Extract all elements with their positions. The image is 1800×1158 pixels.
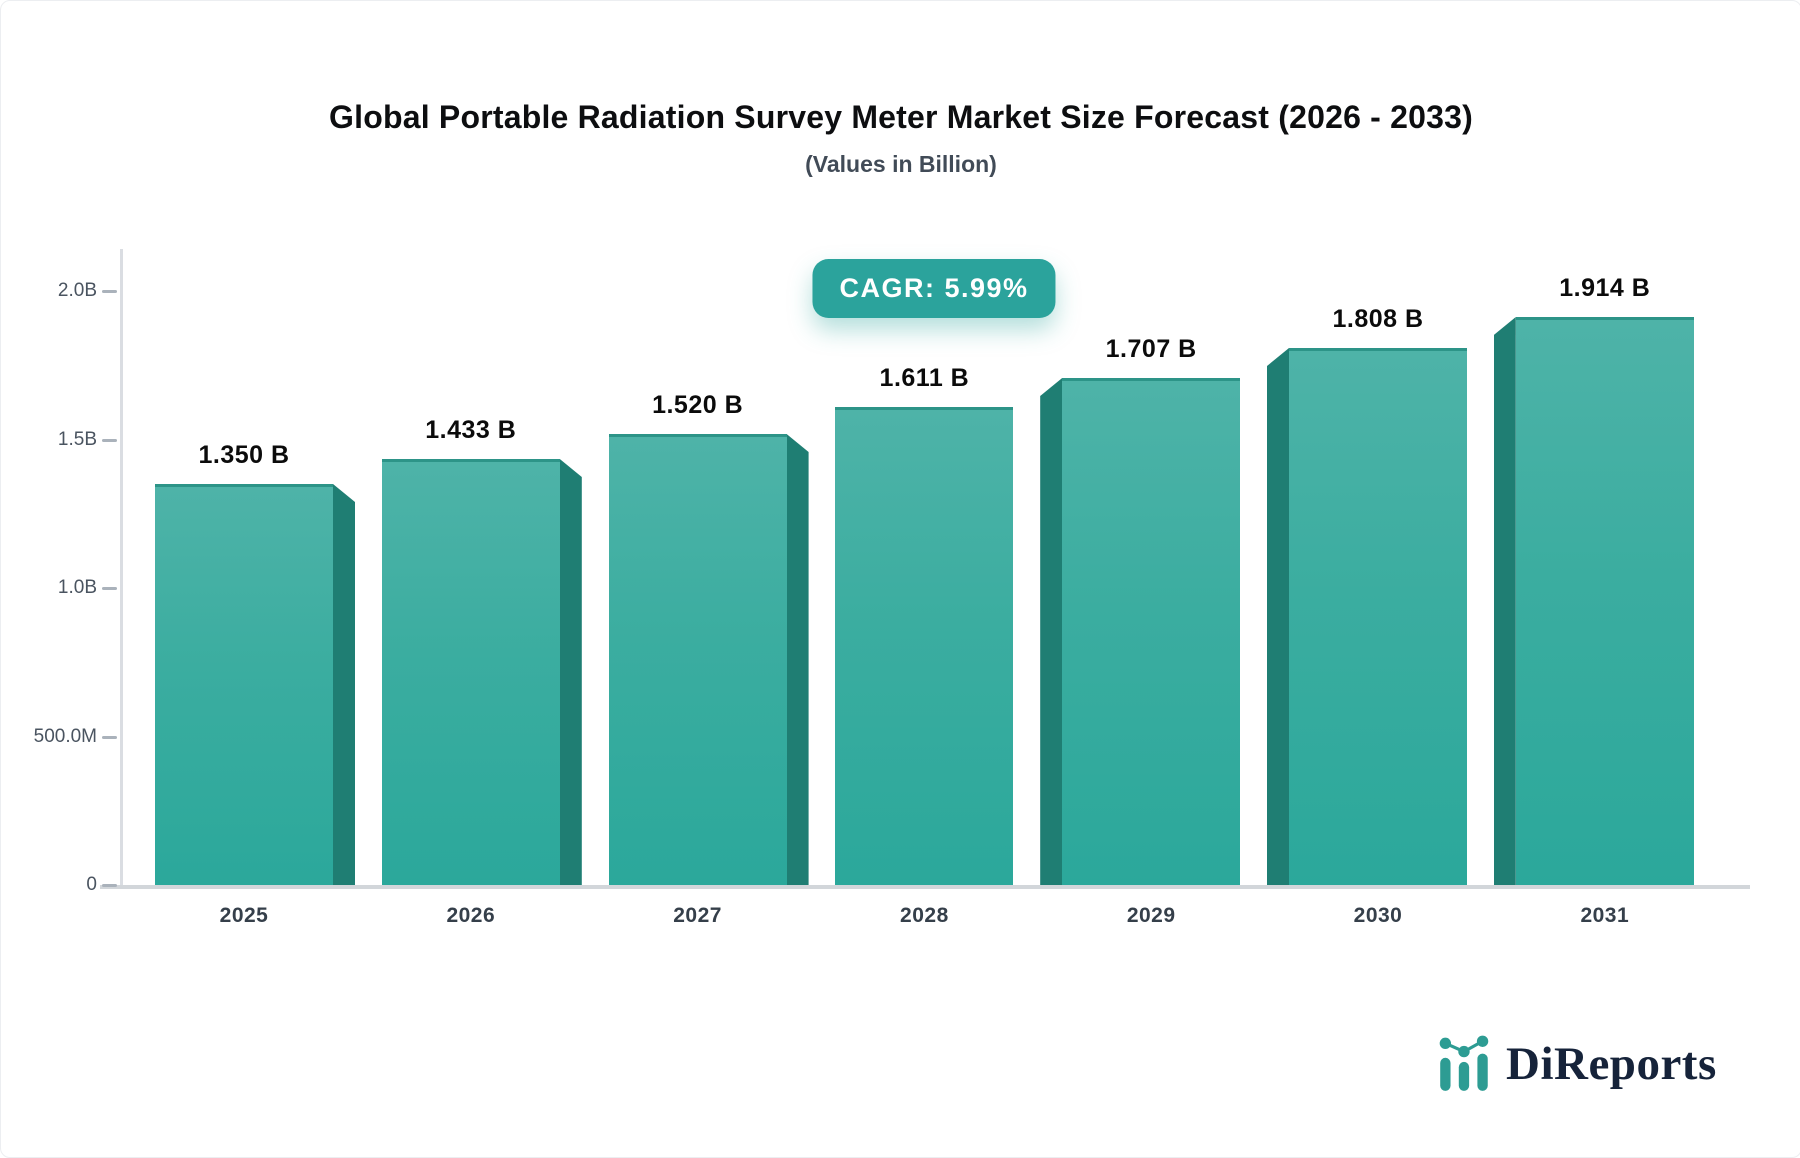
x-tick-label: 2025 xyxy=(219,904,269,927)
y-tick-mark xyxy=(102,587,117,590)
chart-title: Global Portable Radiation Survey Meter M… xyxy=(329,99,1473,135)
bar xyxy=(1515,317,1694,885)
bar-side-face xyxy=(333,484,355,885)
bar-value-label: 1.520 B xyxy=(652,391,744,419)
logo: DiReports xyxy=(1434,1033,1717,1095)
x-tick-label: 2031 xyxy=(1580,904,1630,927)
y-tick-mark xyxy=(102,735,117,739)
chart-subtitle: (Values in Billion) xyxy=(805,151,997,177)
y-tick-label: 500.0M xyxy=(33,725,97,747)
y-tick-mark xyxy=(102,290,117,293)
bar xyxy=(835,407,1014,885)
x-tick-label: 2028 xyxy=(900,904,949,927)
bar xyxy=(155,484,333,885)
bar-side-face xyxy=(786,434,809,885)
x-tick-label: 2030 xyxy=(1353,904,1403,927)
bar-value-label: 1.611 B xyxy=(879,364,970,392)
x-axis-line xyxy=(100,885,1750,889)
bar-chart-trend-icon xyxy=(1439,1035,1489,1091)
bar-side-face xyxy=(1267,348,1289,885)
bar xyxy=(1062,378,1241,885)
bar xyxy=(381,459,560,885)
y-tick-label: 1.5B xyxy=(57,428,97,450)
bar xyxy=(1289,348,1467,885)
y-tick-mark xyxy=(102,884,117,887)
bar-side-face xyxy=(1493,317,1516,885)
y-tick-label: 2.0B xyxy=(57,280,97,301)
bar-side-face xyxy=(559,459,582,885)
y-tick-label: 0 xyxy=(86,874,97,895)
y-axis-line xyxy=(120,249,123,885)
bar-value-label: 1.808 B xyxy=(1332,305,1424,333)
bar xyxy=(608,434,787,885)
logo-text: DiReports xyxy=(1506,1038,1717,1090)
bar-value-label: 1.707 B xyxy=(1105,335,1197,363)
bar-side-face xyxy=(1040,378,1063,885)
y-tick-label: 1.0B xyxy=(57,577,97,598)
y-tick-mark xyxy=(102,438,117,442)
x-tick-label: 2027 xyxy=(673,904,722,927)
cagr-badge-label: CAGR: 5.99% xyxy=(839,273,1029,303)
x-tick-label: 2029 xyxy=(1126,904,1176,927)
x-tick-label: 2026 xyxy=(446,904,496,927)
bar-value-label: 1.914 B xyxy=(1559,274,1651,302)
bar-value-label: 1.350 B xyxy=(198,441,290,469)
bar-value-label: 1.433 B xyxy=(425,416,517,444)
cagr-badge: CAGR: 5.99% xyxy=(812,259,1056,318)
